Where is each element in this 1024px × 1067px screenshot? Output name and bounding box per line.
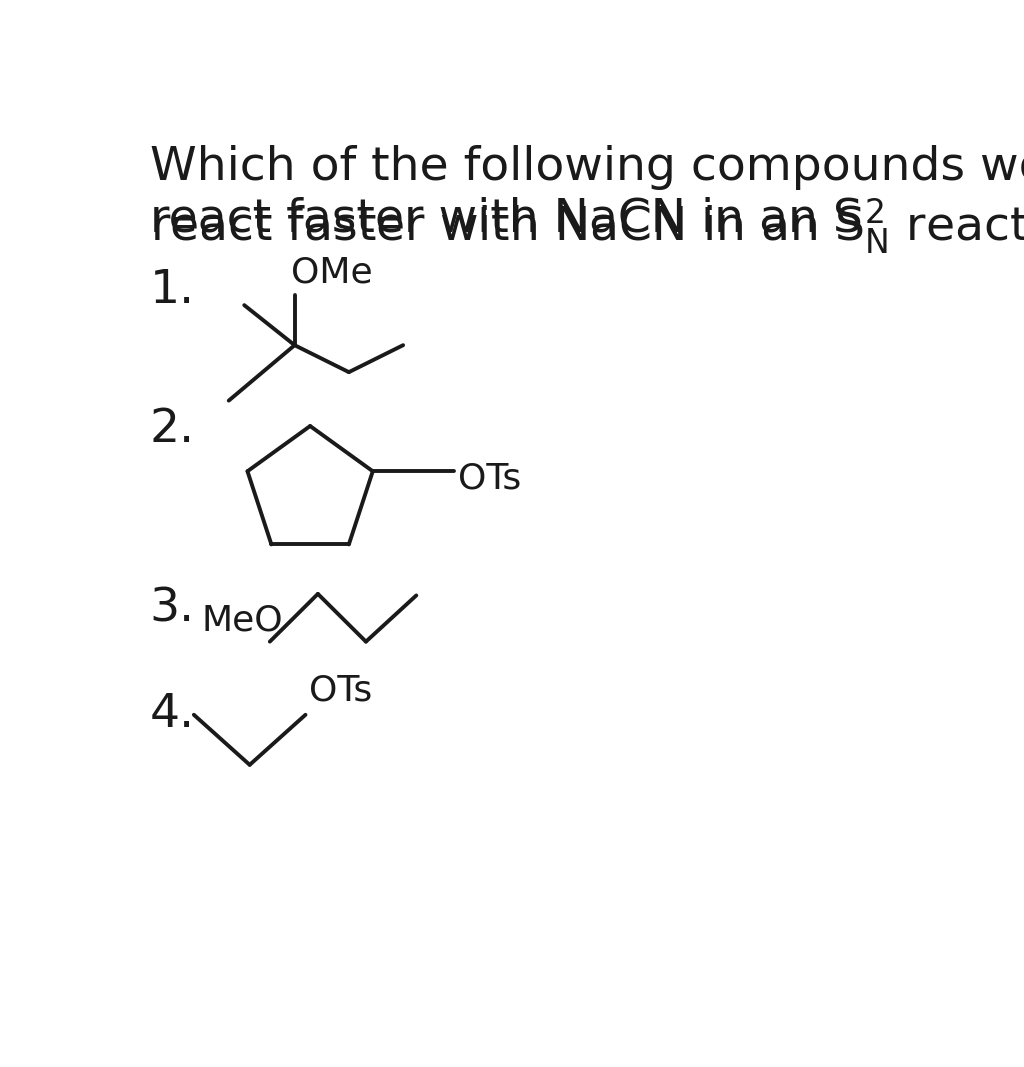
Text: react faster with NaCN in an $\mathregular{S_{N}^{2}}$ reaction?: react faster with NaCN in an $\mathregul…	[150, 196, 1024, 256]
Text: OTs: OTs	[458, 461, 521, 495]
Text: react faster with NaCN in an S: react faster with NaCN in an S	[150, 196, 862, 241]
Text: 1.: 1.	[150, 268, 195, 314]
Text: OTs: OTs	[309, 673, 373, 707]
Text: 4.: 4.	[150, 691, 195, 736]
Text: OMe: OMe	[291, 256, 373, 290]
Text: MeO: MeO	[202, 604, 284, 638]
Text: Which of the following compounds would: Which of the following compounds would	[150, 145, 1024, 190]
Text: 2.: 2.	[150, 407, 195, 451]
Text: 3.: 3.	[150, 586, 195, 632]
